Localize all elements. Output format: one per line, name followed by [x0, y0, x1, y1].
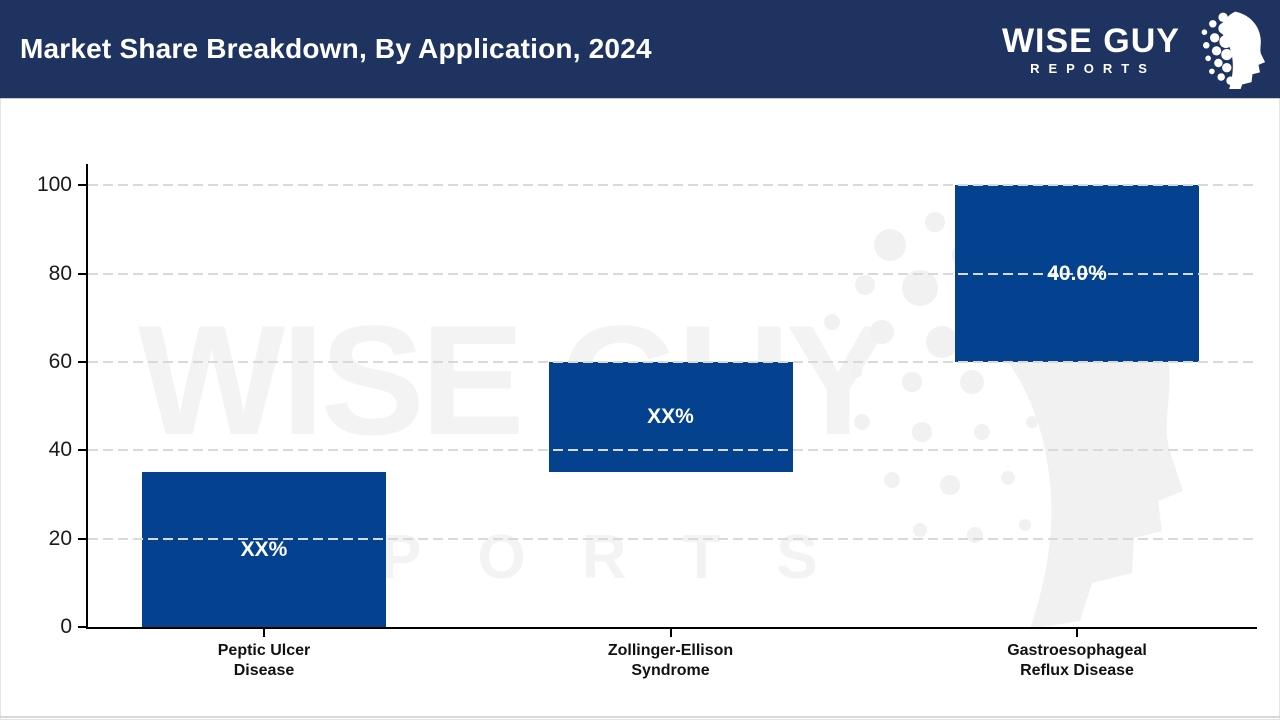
category-label-line: Peptic Ulcer — [217, 642, 311, 659]
gridline-y-80 — [88, 272, 1257, 275]
bar-value-label-1: XX% — [240, 537, 288, 561]
brand-subtitle: REPORTS — [1030, 60, 1156, 76]
category-label-3: Gastroesophageal Reflux Disease — [907, 641, 1247, 681]
y-tick-mark-60 — [78, 360, 86, 363]
header-bar: Market Share Breakdown, By Application, … — [0, 0, 1280, 99]
x-tick-mark-3 — [1076, 629, 1078, 637]
category-label-1: Peptic Ulcer Disease — [94, 641, 434, 681]
bar-value-label-2: XX% — [647, 405, 694, 429]
gridline-y-20 — [88, 537, 1257, 540]
y-tick-label-80: 80 — [48, 261, 72, 285]
brand-face-icon — [1201, 11, 1266, 89]
bar-value-label-3: 40.0% — [1047, 261, 1107, 285]
gridline-y-100 — [88, 184, 1257, 187]
category-label-line: Syndrome — [631, 662, 710, 679]
x-tick-mark-1 — [263, 629, 265, 637]
brand-name: WISE GUY — [1001, 21, 1180, 60]
page-title: Market Share Breakdown, By Application, … — [20, 33, 652, 64]
y-tick-label-0: 0 — [60, 615, 72, 638]
gridline-y-40 — [88, 449, 1257, 452]
chart-area: 0 20 40 60 80 100 XX% Peptic Ulcer Disease XX% Zol… — [0, 98, 1280, 698]
y-axis-spine — [86, 164, 88, 629]
category-label-line: Zollinger-Ellison — [607, 642, 734, 659]
y-tick-mark-80 — [78, 272, 86, 275]
bar-segment-2 — [548, 361, 793, 473]
brand-logo: WISE GUY REPORTS — [1002, 9, 1280, 89]
category-label-line: Gastroesophageal — [1007, 642, 1147, 659]
y-tick-label-20: 20 — [48, 526, 72, 550]
bottom-divider — [0, 716, 1280, 718]
y-tick-mark-20 — [78, 537, 86, 540]
x-axis-spine — [86, 627, 1257, 629]
x-tick-mark-2 — [669, 629, 672, 637]
y-tick-mark-100 — [78, 184, 86, 187]
bar-segment-1 — [142, 472, 386, 627]
y-tick-mark-40 — [78, 449, 86, 452]
y-tick-label-40: 40 — [48, 438, 72, 462]
gridline-y-60 — [88, 360, 1257, 363]
category-label-line: Disease — [233, 662, 295, 679]
y-tick-mark-0 — [78, 626, 86, 628]
y-tick-label-100: 100 — [36, 173, 72, 197]
y-tick-label-60: 60 — [48, 349, 72, 373]
category-label-line: Reflux Disease — [1020, 662, 1134, 679]
brand-text: WISE GUY REPORTS — [1002, 24, 1180, 75]
category-label-2: Zollinger-Ellison Syndrome — [501, 641, 841, 681]
